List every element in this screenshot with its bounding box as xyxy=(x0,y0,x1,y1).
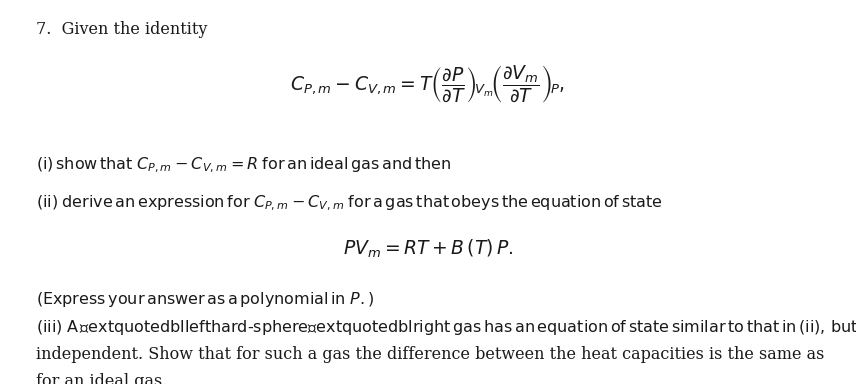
Text: $PV_m = RT + B\,(T)\,P.$: $PV_m = RT + B\,(T)\,P.$ xyxy=(343,238,513,260)
Text: $C_{P,m} - C_{V,m} = T\left(\dfrac{\partial P}{\partial T}\right)_{\!V_m}\!\left: $C_{P,m} - C_{V,m} = T\left(\dfrac{\part… xyxy=(290,63,566,105)
Text: 7.  Given the identity: 7. Given the identity xyxy=(36,21,207,38)
Text: $(\mathrm{ii})\;\mathrm{derive\,an\,expression\,for}\;C_{P,m} - C_{V,m}\;\mathrm: $(\mathrm{ii})\;\mathrm{derive\,an\,expr… xyxy=(36,194,663,213)
Text: independent. Show that for such a gas the difference between the heat capacities: independent. Show that for such a gas th… xyxy=(36,346,824,362)
Text: $(\mathrm{iii})\;\mathrm{A\,\text{\textquotedblleft}hard\text{-}sphere\text{\tex: $(\mathrm{iii})\;\mathrm{A\,\text{\textq… xyxy=(36,318,856,337)
Text: $(\mathrm{i})\,\mathrm{show\,that}\;C_{P,m} - C_{V,m} = R\;\mathrm{for\,an\,idea: $(\mathrm{i})\,\mathrm{show\,that}\;C_{P… xyxy=(36,156,451,175)
Text: for an ideal gas.: for an ideal gas. xyxy=(36,373,167,384)
Text: $(\mathrm{Express\,your\,answer\,as\,a\,polynomial\,in}\;P.)$: $(\mathrm{Express\,your\,answer\,as\,a\,… xyxy=(36,290,374,309)
